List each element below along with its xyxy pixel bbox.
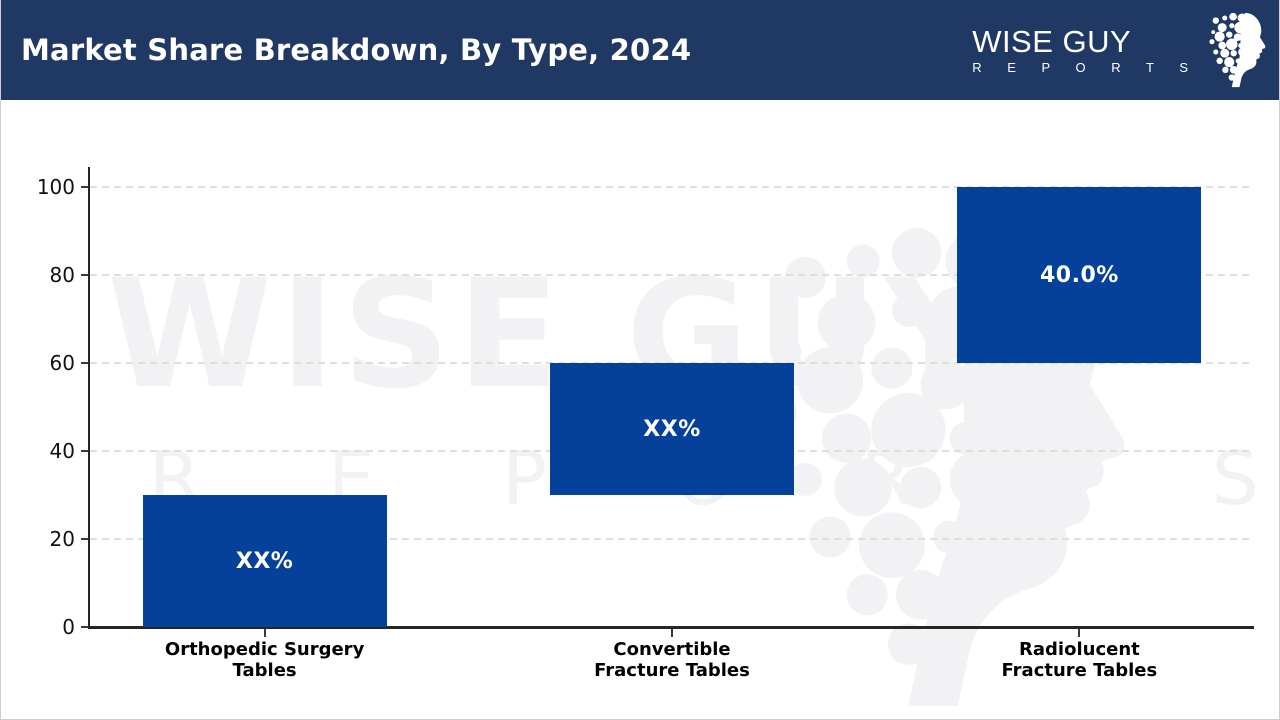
wise-guy-logo: WISE GUY R E P O R T S [972, 10, 1267, 90]
y-tick-label-60: 60 [49, 351, 75, 375]
x-axis-line [88, 626, 1254, 629]
bar-value-label: XX% [235, 548, 294, 574]
page-title: Market Share Breakdown, By Type, 2024 [21, 33, 692, 67]
x-tick-mark-2 [671, 629, 673, 637]
bar-value-label: XX% [643, 416, 701, 442]
x-category-label-line: Tables [232, 659, 297, 681]
y-tick-mark-20 [81, 538, 88, 540]
y-tick-label-40: 40 [49, 439, 75, 463]
x-category-label: Orthopedic Surgery Tables [105, 639, 425, 681]
y-tick-mark-40 [81, 450, 88, 452]
logo-head-icon [1209, 12, 1266, 88]
y-tick-label-80: 80 [49, 263, 75, 287]
x-tick-mark-3 [1078, 629, 1081, 637]
y-gridline-100 [90, 186, 1254, 188]
x-category-label-line: Radiolucent [1019, 639, 1140, 660]
bar-segment-1[interactable]: XX% [142, 495, 387, 627]
y-tick-label-20: 20 [49, 527, 75, 551]
y-tick-mark-80 [81, 274, 88, 276]
chart-area: WISE GUY R E P O R T S 020406080100XX%Or… [1, 100, 1279, 719]
y-axis-line [88, 167, 90, 629]
x-tick-mark-1 [263, 629, 266, 637]
y-tick-mark-100 [81, 186, 88, 188]
bar-segment-3[interactable]: 40.0% [957, 187, 1202, 363]
header: Market Share Breakdown, By Type, 2024 WI… [1, 0, 1279, 100]
y-gridline-20 [90, 538, 1254, 540]
logo-subtitle-text: R E P O R T S [972, 60, 1199, 75]
chart-plot: 0 20 40 60 80 100 XX% Orthopedic Surgery Tables X… [1, 100, 1279, 719]
y-tick-label-100: 100 [36, 175, 75, 199]
y-tick-label-0: 0 [62, 615, 75, 639]
y-tick-mark-60 [81, 362, 88, 364]
bar-segment-2[interactable]: XX% [550, 363, 794, 495]
x-category-label-line: Fracture Tables [594, 659, 750, 681]
logo-name-text: WISE GUY [972, 24, 1132, 59]
y-tick-mark-0 [81, 626, 88, 628]
x-category-label: Radiolucent Fracture Tables [919, 639, 1239, 681]
x-category-label-line: Convertible [613, 639, 731, 660]
x-category-label: Convertible Fracture Tables [512, 639, 832, 681]
y-gridline-80 [90, 274, 1254, 276]
x-category-label-line: Orthopedic Surgery [164, 639, 365, 660]
logo-wordmark: WISE GUY R E P O R T S [972, 26, 1199, 74]
bar-value-label: 40.0% [1039, 262, 1119, 288]
x-category-label-line: Fracture Tables [1001, 659, 1158, 681]
